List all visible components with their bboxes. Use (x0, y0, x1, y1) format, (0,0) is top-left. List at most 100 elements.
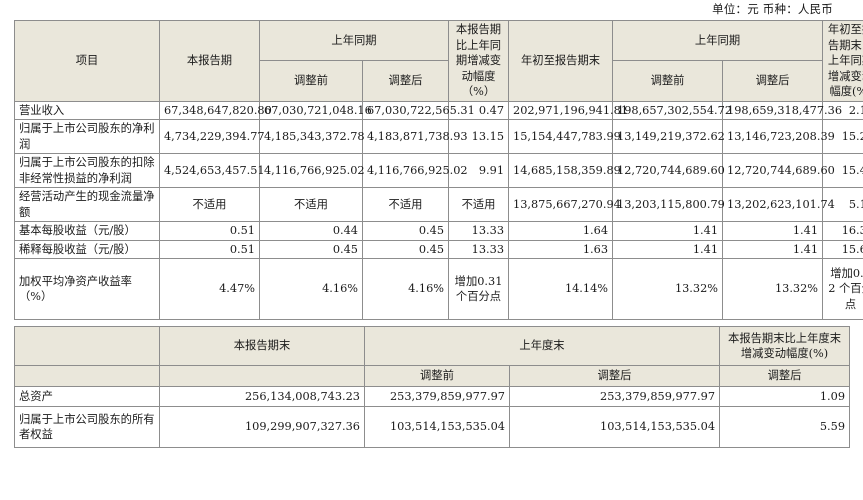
cell-ytd-prior-before: 198,657,302,554.72 (612, 100, 732, 120)
cell-current: 不适用 (159, 187, 260, 222)
cell-current: 67,348,647,820.80 (159, 100, 272, 120)
cell-ytd-prior-after: 1.41 (722, 221, 824, 241)
cell-period-end: 256,134,008,743.23 (159, 385, 365, 407)
balance-subheader-blank-1 (14, 365, 160, 387)
header-row-top: 项目 本报告期 上年同期 本报告期比上年同期增减变动幅度（%） 年初至报告期末 … (14, 19, 863, 102)
cell-prior-after: 253,379,859,977.97 (508, 385, 721, 407)
cell-current: 4,734,229,394.77 (159, 119, 265, 154)
cell-prior-after: 不适用 (361, 187, 450, 222)
cell-prior-after: 4,116,766,925.02 (361, 153, 468, 188)
cell-prior-after: 0.45 (361, 239, 450, 259)
cell-change-period: 增加0.31个百分点 (448, 258, 510, 320)
cell-ytd: 14.14% (508, 258, 614, 320)
cell-ytd-prior-after: 1.41 (722, 239, 824, 259)
row-label: 归属于上市公司股东的所有者权益 (14, 406, 160, 448)
row-label: 加权平均净资产收益率（%） (14, 258, 160, 320)
cell-prior-before: 4.16% (259, 258, 363, 320)
balance-sheet-table: 本报告期末 上年度末 本报告期末比上年度末增减变动幅度(%) 调整前 调整后 调… (14, 326, 851, 448)
header-ytd-after-adjust: 调整后 (722, 60, 824, 102)
header-ytd: 年初至报告期末 (508, 20, 614, 102)
cell-ytd: 13,875,667,270.94 (508, 187, 621, 222)
cell-ytd-prior-before: 13,203,115,800.79 (612, 187, 725, 222)
cell-change-ytd: 15.44 (822, 153, 863, 188)
cell-change-period: 不适用 (448, 187, 510, 222)
cell-change-ytd: 16.31 (822, 221, 863, 241)
header-change-pct-ytd: 年初至报告期末比上年同期增减变动幅度(%) (822, 20, 863, 102)
header-change-pct-period: 本报告期比上年同期增减变动幅度（%） (448, 20, 510, 102)
cell-ytd-prior-after: 13,146,723,208.39 (722, 119, 835, 154)
cell-prior-before: 4,185,343,372.78 (259, 119, 365, 154)
header-row-sub: 调整前 调整后 调整前 调整后 (15, 60, 863, 102)
cell-prior-after: 67,030,722,565.31 (361, 100, 475, 120)
cell-ytd-prior-before: 13,149,219,372.62 (612, 119, 725, 154)
balance-header-change-pct: 本报告期末比上年度末增减变动幅度(%) (719, 326, 851, 366)
cell-prior-before: 不适用 (259, 187, 363, 222)
balance-header-period-end: 本报告期末 (159, 326, 365, 366)
header-item: 项目 (14, 20, 160, 102)
balance-subheader-after-adjust: 调整后 (508, 365, 721, 387)
cell-current: 0.51 (159, 239, 260, 259)
table-row: 经营活动产生的现金流量净额 不适用 不适用 不适用 不适用 13,875,667… (14, 187, 863, 222)
cell-prior-after: 4,183,871,738.93 (361, 119, 468, 154)
cell-change-ytd: 15.60 (822, 239, 863, 259)
quarterly-financial-table: 项目 本报告期 上年同期 本报告期比上年同期增减变动幅度（%） 年初至报告期末 … (14, 19, 863, 320)
table-row: 归属于上市公司股东的净利润 4,734,229,394.77 4,185,343… (14, 119, 863, 154)
cell-ytd-prior-after: 13,202,623,101.74 (722, 187, 835, 222)
table-row: 归属于上市公司股东的扣除非经常性损益的净利润 4,524,653,457.51 … (14, 153, 863, 188)
cell-ytd: 15,154,447,783.99 (508, 119, 621, 154)
cell-change-ytd: 增加0.82 个百分点 (822, 258, 863, 320)
row-label: 归属于上市公司股东的净利润 (14, 119, 160, 154)
header-prior-period: 上年同期 (258, 19, 450, 62)
cell-change-ytd: 15.27 (822, 119, 863, 154)
cell-ytd-prior-before: 12,720,744,689.60 (612, 153, 725, 188)
cell-current: 4,524,653,457.51 (159, 153, 265, 188)
cell-ytd: 14,685,158,359.89 (508, 153, 621, 188)
row-label: 经营活动产生的现金流量净额 (14, 187, 160, 222)
row-label: 总资产 (14, 385, 160, 407)
cell-ytd-prior-before: 1.41 (612, 221, 724, 241)
table-row: 总资产 256,134,008,743.23 253,379,859,977.9… (14, 385, 851, 407)
row-label: 归属于上市公司股东的扣除非经常性损益的净利润 (14, 153, 160, 188)
cell-change-period: 13.33 (448, 239, 510, 259)
cell-ytd: 202,971,196,941.81 (508, 100, 628, 120)
cell-ytd: 1.64 (508, 221, 614, 241)
balance-subheader-change-adjust: 调整后 (719, 365, 851, 387)
table-row: 归属于上市公司股东的所有者权益 109,299,907,327.36 103,5… (14, 406, 851, 448)
cell-ytd-prior-after: 198,659,318,477.36 (722, 100, 842, 120)
row-label: 基本每股收益（元/股） (14, 221, 160, 241)
cell-current: 0.51 (159, 221, 260, 241)
balance-subheader-before-adjust: 调整前 (364, 365, 510, 387)
balance-subheader-blank-2 (159, 365, 365, 387)
cell-prior-before: 103,514,153,535.04 (364, 406, 510, 448)
table-row: 基本每股收益（元/股） 0.51 0.44 0.45 13.33 1.64 1.… (14, 221, 863, 241)
cell-change-period: 13.33 (448, 221, 510, 241)
balance-header-row-top: 本报告期末 上年度末 本报告期末比上年度末增减变动幅度(%) (14, 326, 851, 366)
row-label: 稀释每股收益（元/股） (14, 239, 160, 259)
cell-prior-before: 253,379,859,977.97 (364, 385, 510, 407)
unit-currency-note: 单位：元 币种：人民币 (712, 2, 833, 16)
cell-change: 1.09 (719, 385, 851, 407)
header-prior-after-adjust: 调整后 (361, 60, 450, 102)
cell-ytd-prior-before: 1.41 (612, 239, 724, 259)
cell-prior-after: 103,514,153,535.04 (508, 406, 721, 448)
cell-ytd-prior-after: 12,720,744,689.60 (722, 153, 835, 188)
cell-change: 5.59 (719, 406, 851, 448)
header-current-period: 本报告期 (159, 20, 260, 102)
cell-prior-after: 0.45 (361, 221, 450, 241)
cell-prior-after: 4.16% (361, 258, 450, 320)
balance-header-row-sub: 调整前 调整后 调整后 (14, 365, 851, 387)
header-ytd-before-adjust: 调整前 (612, 60, 724, 102)
cell-change-period: 13.15 (448, 119, 510, 154)
balance-header-blank (14, 326, 160, 366)
cell-prior-before: 67,030,721,048.16 (259, 100, 372, 120)
row-label: 营业收入 (14, 100, 160, 120)
header-prior-before-adjust: 调整前 (259, 60, 363, 102)
cell-ytd-prior-after: 13.32% (722, 258, 824, 320)
cell-current: 4.47% (159, 258, 260, 320)
table-row: 加权平均净资产收益率（%） 4.47% 4.16% 4.16% 增加0.31个百… (14, 258, 863, 320)
cell-period-end: 109,299,907,327.36 (159, 406, 365, 448)
header-prior-ytd: 上年同期 (612, 19, 824, 62)
cell-prior-before: 0.44 (259, 221, 363, 241)
cell-ytd: 1.63 (508, 239, 614, 259)
